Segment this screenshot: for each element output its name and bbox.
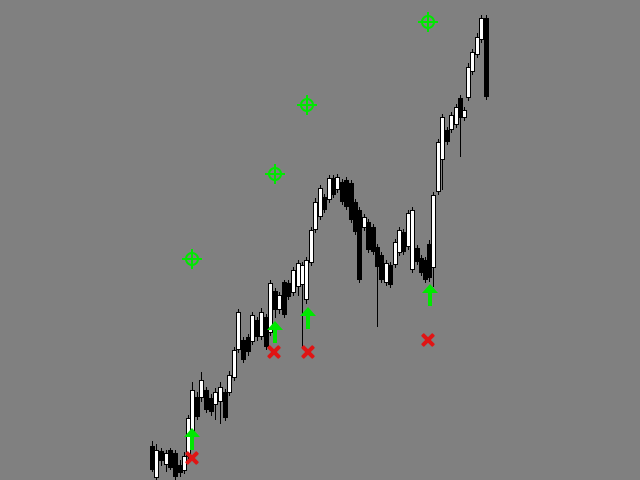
candle-body-bull	[218, 387, 223, 402]
candle-body-bear	[388, 265, 393, 285]
candle-body-bull	[431, 195, 436, 268]
candle-body-bull	[466, 67, 471, 98]
candle-body-bear	[349, 183, 354, 220]
candle-body-bull	[410, 210, 415, 270]
buy-arrow-icon	[267, 321, 283, 344]
candle-body-bear	[344, 180, 349, 207]
arrow-head	[184, 428, 200, 437]
candle-body-bear	[415, 248, 420, 262]
candle-body-bear	[379, 255, 384, 280]
candle-body-bear	[241, 340, 246, 360]
arrow-stem	[190, 437, 194, 450]
candle-body-bull	[250, 315, 255, 342]
arrow-stem	[306, 316, 310, 329]
candle-body-bear	[445, 130, 450, 142]
target-ring	[300, 98, 314, 112]
target-crosshair-icon	[418, 12, 438, 32]
candle-body-bear	[458, 98, 463, 118]
candle-body-bull	[393, 242, 398, 265]
candle-body-bear	[223, 392, 228, 418]
candle-body-bull	[449, 115, 454, 130]
candle-body-bear	[159, 451, 164, 461]
candle-body-bear	[366, 222, 371, 250]
candle-body-bull	[309, 230, 314, 263]
arrow-stem	[428, 293, 432, 306]
buy-arrow-icon	[184, 428, 200, 451]
candle-body-bear	[168, 450, 173, 468]
target-ring	[421, 15, 435, 29]
candle-wick	[377, 244, 378, 327]
arrow-stem	[273, 330, 277, 343]
exit-x-icon	[420, 332, 436, 348]
candle-body-bull	[335, 177, 340, 190]
candle-body-bull	[440, 117, 445, 160]
candle-body-bull	[213, 392, 218, 405]
candle-body-bear	[322, 197, 327, 210]
buy-arrow-icon	[422, 284, 438, 307]
arrow-head	[267, 321, 283, 330]
candle-body-bull	[227, 375, 232, 393]
candle-body-bull	[236, 312, 241, 350]
target-ring	[268, 167, 282, 181]
candle-body-bear	[357, 210, 362, 280]
candle-body-bull	[475, 37, 480, 55]
candle-wick	[220, 382, 221, 424]
candle-body-bear	[286, 283, 291, 297]
target-crosshair-icon	[265, 164, 285, 184]
candle-body-bull	[479, 18, 484, 40]
candle-wick	[460, 95, 461, 157]
target-crosshair-icon	[297, 95, 317, 115]
candle-body-bull	[470, 52, 475, 72]
candle-body-bear	[401, 232, 406, 252]
candle-body-bull	[291, 270, 296, 293]
candle-body-bull	[277, 295, 282, 310]
candle-body-bear	[246, 337, 251, 352]
candle-body-bull	[199, 380, 204, 398]
candle-body-bull	[304, 260, 309, 300]
candle-body-bull	[268, 283, 273, 333]
candle-wick	[302, 262, 303, 348]
candle-body-bear	[209, 398, 214, 412]
exit-x-icon	[184, 450, 200, 466]
candle-body-bear	[173, 453, 178, 477]
candle-body-bull	[259, 312, 264, 337]
arrow-head	[300, 307, 316, 316]
candle-body-bull	[462, 110, 467, 118]
candle-body-bull	[436, 142, 441, 192]
candle-body-bear	[371, 227, 376, 252]
arrow-head	[422, 284, 438, 293]
candle-body-bear	[204, 390, 209, 410]
exit-x-icon	[266, 344, 282, 360]
target-crosshair-icon	[182, 249, 202, 269]
exit-x-icon	[300, 344, 316, 360]
buy-arrow-icon	[300, 307, 316, 330]
candle-body-bear	[484, 18, 489, 97]
candle-body-bull	[313, 202, 318, 230]
candle-body-bear	[282, 282, 287, 315]
candle-body-bear	[195, 397, 200, 417]
candle-body-bull	[154, 450, 159, 478]
target-ring	[185, 252, 199, 266]
candle-body-bull	[232, 350, 237, 378]
